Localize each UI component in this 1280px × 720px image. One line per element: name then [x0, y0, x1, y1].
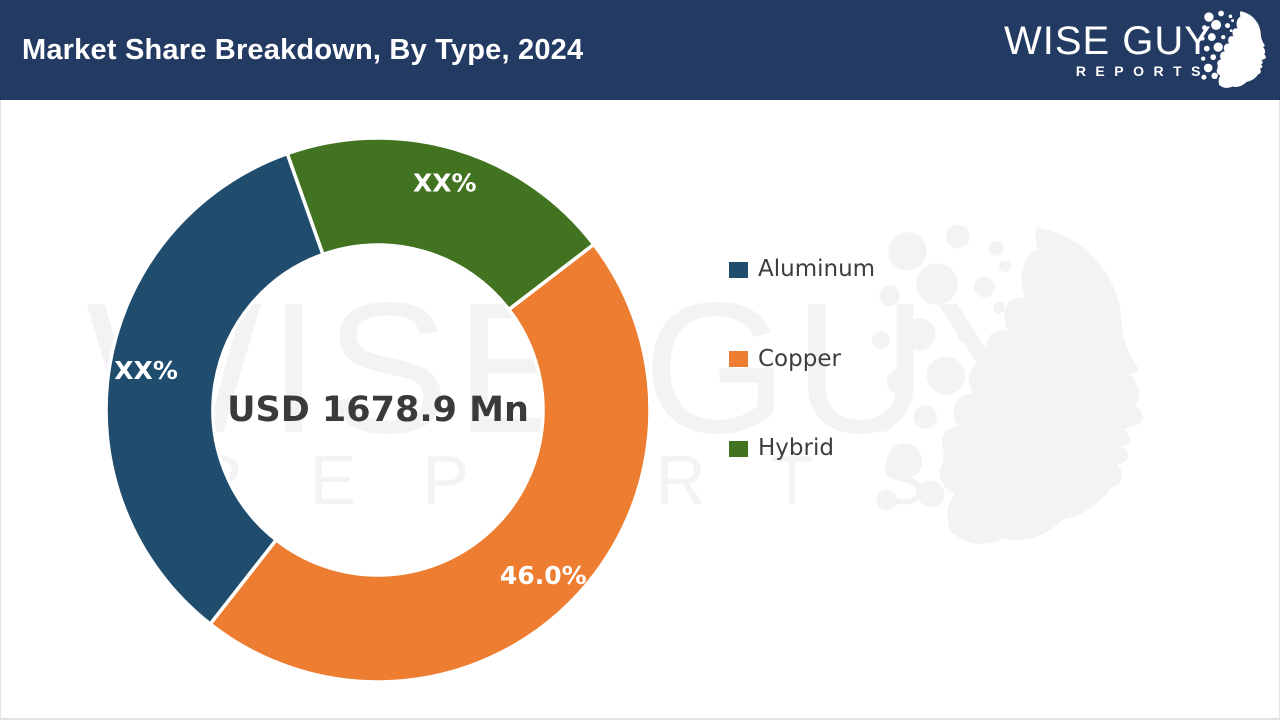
donut-chart: XX% 46.0% XX%	[104, 136, 652, 684]
donut-segment-aluminum	[104, 151, 325, 626]
legend-swatch-copper	[729, 351, 748, 368]
donut-segment-copper	[208, 242, 652, 684]
donut-center-value: USD 1678.9 Mn	[227, 390, 529, 430]
logo-subtitle: REPORTS	[1075, 63, 1210, 79]
logo-wordmark: WISE GUY	[1003, 19, 1212, 63]
segment-label-copper: 46.0%	[500, 561, 587, 590]
legend-swatch-hybrid	[729, 440, 748, 457]
segment-label-aluminum: XX%	[114, 356, 178, 385]
legend-label: Hybrid	[758, 435, 834, 462]
legend-label: Aluminum	[758, 256, 876, 282]
segment-label-hybrid: XX%	[413, 169, 477, 198]
page-title: Market Share Breakdown, By Type, 2024	[22, 33, 584, 66]
logo-text: WISE GUY REPORTS	[1004, 21, 1212, 79]
legend-label: Copper	[758, 345, 841, 372]
legend: Aluminum Copper Hybrid	[729, 256, 875, 463]
chart-area: WISE GUY REPORTS XX%46.0%XX% USD 1678.9 …	[0, 100, 1280, 720]
legend-item-hybrid: Hybrid	[729, 435, 875, 463]
wise-guy-logo: WISE GUY REPORTS	[1004, 7, 1270, 93]
donut-segment-hybrid	[285, 136, 596, 312]
legend-swatch-aluminum	[729, 261, 748, 278]
legend-item-aluminum: Aluminum	[729, 256, 875, 284]
legend-item-copper: Copper	[729, 346, 875, 374]
header: Market Share Breakdown, By Type, 2024 WI…	[0, 0, 1280, 100]
